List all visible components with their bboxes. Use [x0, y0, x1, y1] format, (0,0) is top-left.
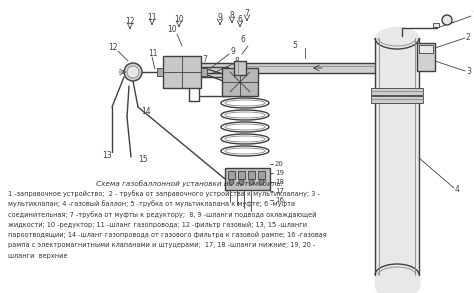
Bar — [258, 171, 265, 179]
Text: 6: 6 — [241, 35, 246, 45]
Text: 6: 6 — [237, 16, 242, 25]
Text: 1 -заправочное устройство;  2 - трубка от заправочного устройства к мультиклапан: 1 -заправочное устройство; 2 - трубка от… — [8, 190, 320, 197]
Bar — [234, 61, 246, 75]
Circle shape — [127, 66, 139, 78]
Text: Схема газобаллонной установки на автомобиль:: Схема газобаллонной установки на автомоб… — [96, 180, 283, 187]
Text: 3: 3 — [466, 67, 471, 76]
Text: 19: 19 — [275, 170, 284, 176]
Text: соединительная; 7 -трубка от муфты к редуктору;  8, 9 -шланги подвода охлаждающе: соединительная; 7 -трубка от муфты к ред… — [8, 211, 317, 218]
Text: жидкости; 10 -редуктор; 11 -шланг газопровода; 12 -фильтр газовый; 13, 15 -шланг: жидкости; 10 -редуктор; 11 -шланг газопр… — [8, 222, 307, 228]
Text: 1: 1 — [472, 11, 474, 21]
Bar — [419, 45, 433, 53]
Text: 16: 16 — [275, 197, 284, 203]
Text: 11: 11 — [148, 49, 157, 57]
Bar — [375, 38, 419, 275]
Text: пароотводящии; 14 -шланг газопровода от газового фильтра к газовой рампе; 16 -га: пароотводящии; 14 -шланг газопровода от … — [8, 232, 327, 239]
Text: 12: 12 — [108, 42, 118, 52]
Bar — [228, 171, 235, 179]
Text: 20: 20 — [275, 161, 284, 167]
Text: 9: 9 — [218, 13, 222, 23]
Bar — [222, 68, 258, 96]
Bar — [163, 56, 201, 88]
Text: 4: 4 — [455, 185, 460, 193]
Text: 17: 17 — [275, 188, 284, 194]
Text: 8: 8 — [229, 11, 234, 21]
Bar — [433, 23, 439, 27]
Bar — [417, 43, 435, 71]
Circle shape — [442, 15, 452, 25]
Bar — [371, 88, 423, 95]
Bar — [248, 171, 255, 179]
Bar — [201, 68, 207, 76]
Bar — [371, 96, 423, 103]
Text: 2: 2 — [466, 33, 471, 42]
Text: 9: 9 — [231, 47, 236, 57]
Circle shape — [259, 180, 264, 185]
Circle shape — [124, 63, 142, 81]
Text: 15: 15 — [138, 156, 147, 164]
Bar — [225, 168, 270, 190]
Text: 7: 7 — [245, 9, 249, 18]
Text: 5: 5 — [292, 40, 298, 50]
Text: 14: 14 — [141, 108, 151, 117]
Text: 18: 18 — [275, 179, 284, 185]
Circle shape — [239, 180, 244, 185]
Text: 7: 7 — [202, 55, 207, 64]
Text: 11: 11 — [147, 13, 157, 23]
Text: 8: 8 — [235, 57, 240, 67]
Circle shape — [249, 180, 254, 185]
Text: 13: 13 — [102, 151, 111, 159]
Circle shape — [229, 180, 234, 185]
Text: 12: 12 — [125, 18, 135, 26]
Bar — [157, 68, 163, 76]
Bar — [238, 171, 245, 179]
Text: мультиклапан; 4 -газовый баллон; 5 -трубка от мультиклапана к муфте; 6 -муфта: мультиклапан; 4 -газовый баллон; 5 -труб… — [8, 200, 295, 207]
Text: 10: 10 — [167, 25, 177, 35]
Text: шланги  верхние: шланги верхние — [8, 253, 67, 259]
Text: 10: 10 — [174, 16, 184, 25]
Text: рампа с электромагнитными клапанами и штуцерами;  17, 18 -шланги нижние; 19, 20 : рампа с электромагнитными клапанами и шт… — [8, 243, 315, 248]
